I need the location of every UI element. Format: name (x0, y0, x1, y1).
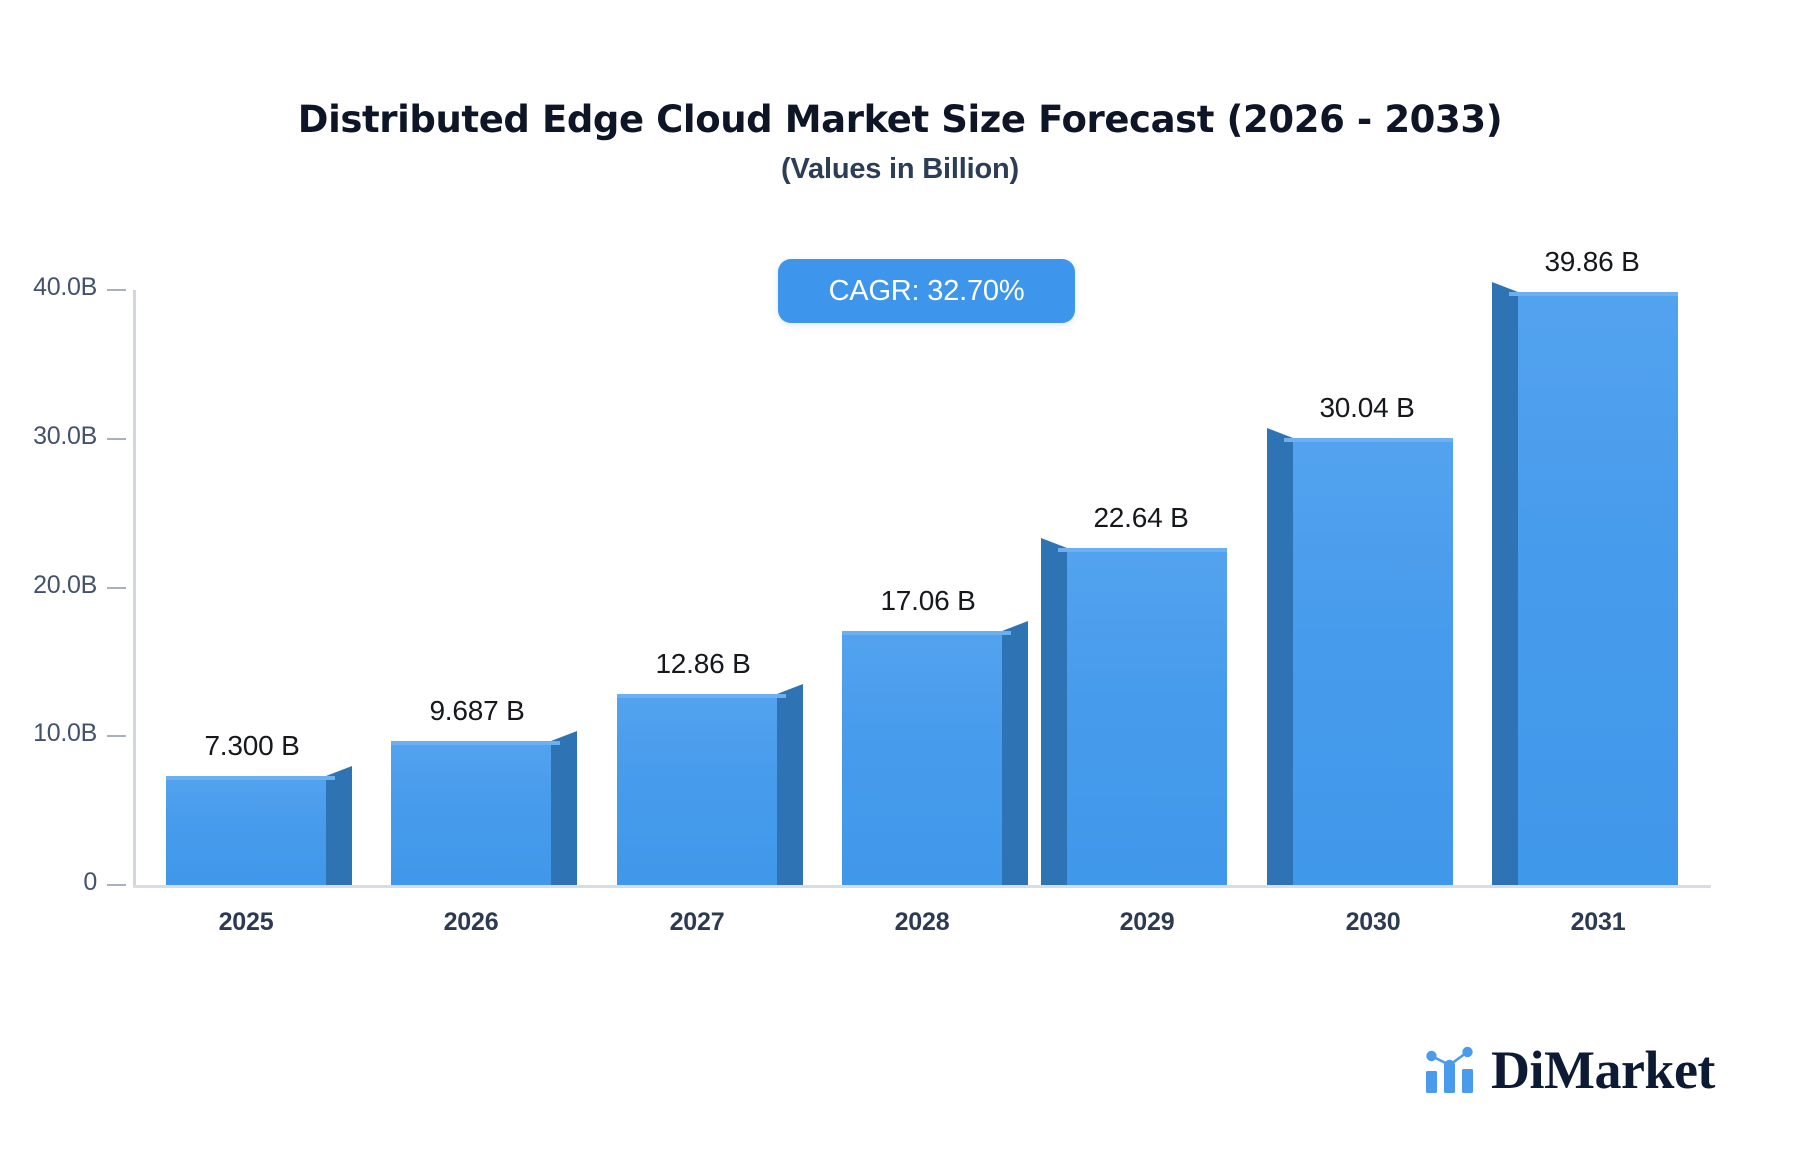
bar-front-face (166, 776, 326, 885)
x-axis-label: 2025 (218, 908, 274, 936)
cagr-badge: CAGR: 32.70% (778, 259, 1075, 323)
bar-front-face (391, 741, 551, 885)
x-axis-line (133, 885, 1711, 888)
y-axis-tick-label: 10.0B (33, 719, 97, 748)
bar-side-face (1267, 428, 1293, 885)
bar-front-face (1518, 292, 1678, 885)
bar-side-face (1002, 621, 1028, 885)
y-axis-tick-mark (107, 735, 126, 738)
cagr-badge-label: CAGR: 32.70% (828, 274, 1025, 307)
bar-front-face (1067, 548, 1227, 885)
y-axis-tick-mark (107, 437, 126, 440)
y-axis-tick-mark (107, 586, 126, 589)
bar (391, 731, 577, 885)
bar-top-cap (391, 741, 561, 745)
bar (1492, 282, 1678, 885)
bar-front-face (842, 631, 1002, 885)
y-axis-tick-label: 40.0B (33, 273, 97, 301)
x-axis-label: 2026 (443, 908, 499, 936)
bar-top-cap (1508, 292, 1678, 296)
bar (1267, 428, 1453, 885)
bar (1041, 538, 1227, 885)
bar-value-label: 30.04 B (1319, 392, 1415, 423)
x-axis-label: 2031 (1570, 908, 1626, 936)
y-axis-tick-label: 20.0B (33, 570, 97, 599)
y-axis-tick-label: 0 (83, 868, 97, 896)
bar-side-face (326, 766, 352, 885)
bar-top-cap (617, 694, 787, 698)
x-axis-label: 2029 (1119, 908, 1175, 936)
bar-top-cap (166, 776, 336, 780)
bar-side-face (1492, 282, 1518, 885)
chart-subtitle: (Values in Billion) (781, 152, 1019, 185)
bar-chart-trend-icon (1426, 1046, 1473, 1093)
y-axis-tick-mark (107, 289, 126, 291)
bar (842, 621, 1028, 885)
page-title: Distributed Edge Cloud Market Size Forec… (297, 98, 1503, 141)
y-axis-tick-label: 30.0B (33, 421, 97, 450)
x-axis-label: 2028 (894, 908, 950, 936)
brand-logo: DiMarket (1424, 1043, 1715, 1097)
bar-side-face (551, 731, 577, 885)
bar-side-face (1041, 538, 1067, 885)
bar-value-label: 9.687 B (429, 695, 525, 726)
logo-text: DiMarket (1491, 1040, 1715, 1100)
x-axis-label: 2027 (669, 908, 725, 936)
bar-top-cap (1057, 548, 1227, 552)
bar-top-cap (842, 631, 1012, 635)
bar-front-face (1293, 438, 1453, 885)
bar-value-label: 7.300 B (204, 730, 300, 761)
y-axis-line (133, 290, 136, 887)
bar-side-face (777, 684, 803, 885)
bar-value-label: 12.86 B (655, 648, 751, 679)
bar-front-face (617, 694, 777, 885)
title-block: Distributed Edge Cloud Market Size Forec… (0, 98, 1800, 186)
bar-value-label: 22.64 B (1093, 502, 1189, 533)
y-axis-tick-mark (107, 884, 126, 886)
x-axis-label: 2030 (1345, 908, 1401, 936)
bar (617, 684, 803, 885)
bar (166, 766, 352, 885)
bar-value-label: 17.06 B (880, 585, 976, 616)
bar-top-cap (1283, 438, 1453, 442)
bar-value-label: 39.86 B (1544, 246, 1640, 277)
